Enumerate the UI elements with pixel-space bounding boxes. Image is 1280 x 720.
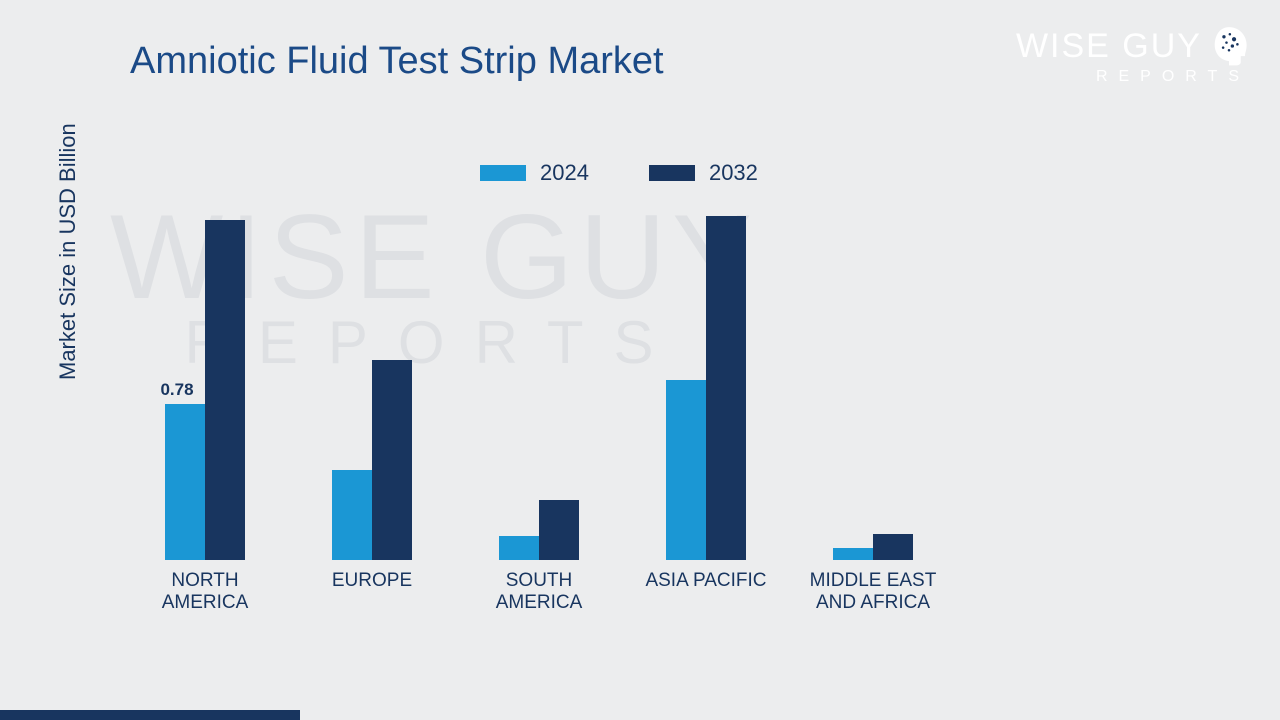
bar-group: SOUTH AMERICA [499,500,579,560]
chart-canvas: WISE GUY REPORTS Amniotic Fluid Test Str… [0,0,1280,720]
bar: 0.78 [165,404,205,560]
category-label: MIDDLE EAST AND AFRICA [798,570,948,614]
brand-line-1: WISE GUY [1016,29,1202,63]
category-label: NORTH AMERICA [130,570,280,614]
bar [499,536,539,560]
bar [539,500,579,560]
category-label: EUROPE [297,570,447,592]
bar-group: MIDDLE EAST AND AFRICA [833,534,913,560]
legend-swatch [649,165,695,181]
chart-area: 0.78NORTH AMERICA EUROPE SOUTH AMERICA ASIA… [95,200,965,560]
bar-group: 0.78NORTH AMERICA [165,220,245,560]
bar [372,360,412,560]
bar [833,548,873,560]
brand-head-icon [1208,25,1250,67]
bar-group: ASIA PACIFIC [666,216,746,560]
bar [205,220,245,560]
plot-region: 0.78NORTH AMERICA EUROPE SOUTH AMERICA ASIA… [130,200,965,560]
bar-group: EUROPE [332,360,412,560]
bottom-accent-strip [0,710,300,720]
brand-logo: WISE GUY REPORTS [1016,25,1250,85]
bar [873,534,913,560]
bar [706,216,746,560]
y-axis-label: Market Size in USD Billion [55,123,81,380]
legend-item: 2032 [649,160,758,186]
chart-title: Amniotic Fluid Test Strip Market [130,40,664,83]
legend-item: 2024 [480,160,589,186]
brand-line-2: REPORTS [1016,69,1250,85]
legend: 2024 2032 [480,160,758,186]
bar-value-label: 0.78 [147,380,207,400]
legend-label: 2032 [709,160,758,186]
bar [666,380,706,560]
category-label: ASIA PACIFIC [631,570,781,592]
category-label: SOUTH AMERICA [464,570,614,614]
legend-swatch [480,165,526,181]
bar [332,470,372,560]
legend-label: 2024 [540,160,589,186]
